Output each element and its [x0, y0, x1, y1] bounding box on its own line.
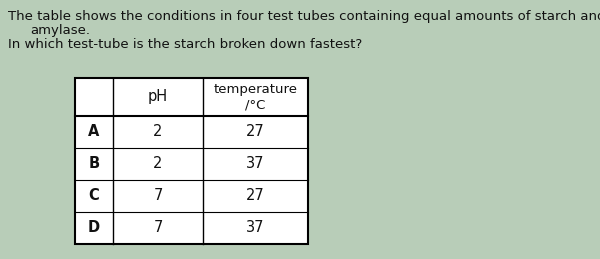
Text: 2: 2	[154, 156, 163, 171]
Text: 27: 27	[246, 125, 265, 140]
Text: amylase.: amylase.	[30, 24, 90, 37]
Text: 27: 27	[246, 189, 265, 204]
Text: 7: 7	[154, 220, 163, 235]
Bar	[75, 78, 308, 244]
Text: 2: 2	[154, 125, 163, 140]
Text: temperature
/°C: temperature /°C	[214, 83, 298, 112]
Text: C: C	[89, 189, 100, 204]
Text: 37: 37	[246, 156, 265, 171]
Text: In which test-tube is the starch broken down fastest?: In which test-tube is the starch broken …	[8, 38, 362, 51]
Text: The table shows the conditions in four test tubes containing equal amounts of st: The table shows the conditions in four t…	[8, 10, 600, 23]
Text: D: D	[88, 220, 100, 235]
Text: 7: 7	[154, 189, 163, 204]
Text: A: A	[88, 125, 100, 140]
Text: 37: 37	[246, 220, 265, 235]
Text: pH: pH	[148, 90, 168, 104]
Text: B: B	[88, 156, 100, 171]
Bar	[75, 78, 308, 244]
